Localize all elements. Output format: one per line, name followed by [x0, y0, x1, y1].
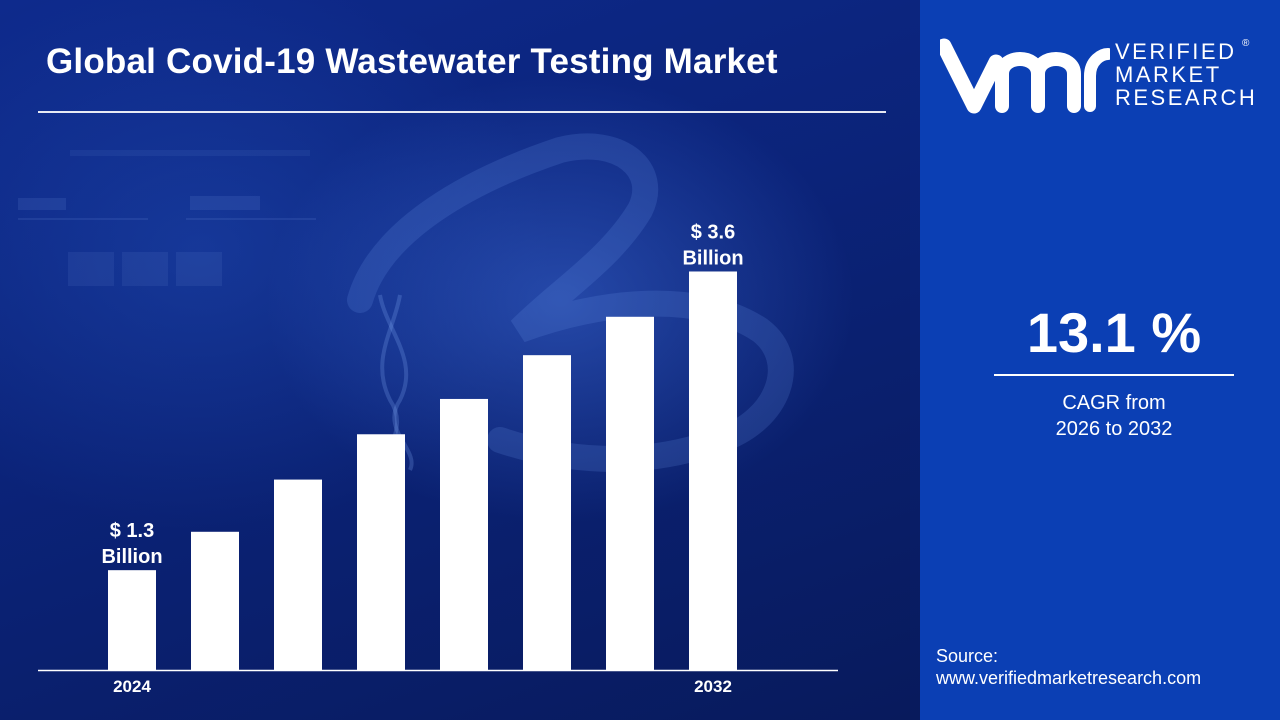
vmr-logo-icon	[940, 38, 1110, 114]
title-divider	[38, 111, 886, 113]
bar-0	[108, 570, 156, 670]
bar-2	[274, 479, 322, 670]
chart-title: Global Covid-19 Wastewater Testing Marke…	[46, 42, 778, 81]
cagr-value: 13.1 %	[1026, 301, 1202, 364]
bar-3	[357, 434, 405, 670]
source-block: Source: www.verifiedmarketresearch.com	[936, 645, 1201, 689]
bar-4	[440, 398, 488, 670]
source-url[interactable]: www.verifiedmarketresearch.com	[936, 668, 1202, 688]
source-label: Source:	[936, 646, 999, 666]
side-panel: VERIFIED MARKET RESEARCH ® 13.1 % CAGR f…	[920, 0, 1280, 720]
x-tick-label-7: 2032	[694, 677, 732, 696]
registered-mark: ®	[1242, 38, 1250, 49]
brand-line-2: MARKET	[1115, 62, 1222, 87]
cagr-label-line-1: CAGR from	[1062, 392, 1166, 414]
main-panel: Global Covid-19 Wastewater Testing Marke…	[0, 0, 920, 720]
data-label-0-line-1: $ 1.3	[110, 520, 154, 542]
cagr-label: CAGR from 2026 to 2032	[984, 390, 1244, 442]
bar-chart: 2024 2032 $ 1.3 Billion $ 3.6 Billion	[38, 221, 838, 696]
brand-name: VERIFIED MARKET RESEARCH	[1115, 40, 1257, 109]
x-tick-label-0: 2024	[113, 677, 151, 696]
bar-5	[523, 355, 571, 670]
bar-7	[689, 271, 737, 670]
bar-1	[191, 531, 239, 670]
data-label-7-line-1: $ 3.6	[691, 221, 735, 243]
data-label-0-line-2: Billion	[101, 546, 162, 568]
data-label-7-line-2: Billion	[682, 247, 743, 269]
cagr-label-line-2: 2026 to 2032	[1055, 418, 1173, 440]
bar-6	[606, 316, 654, 670]
brand-line-3: RESEARCH	[1115, 85, 1258, 110]
brand-line-1: VERIFIED	[1115, 39, 1237, 64]
cagr-divider	[994, 374, 1234, 376]
